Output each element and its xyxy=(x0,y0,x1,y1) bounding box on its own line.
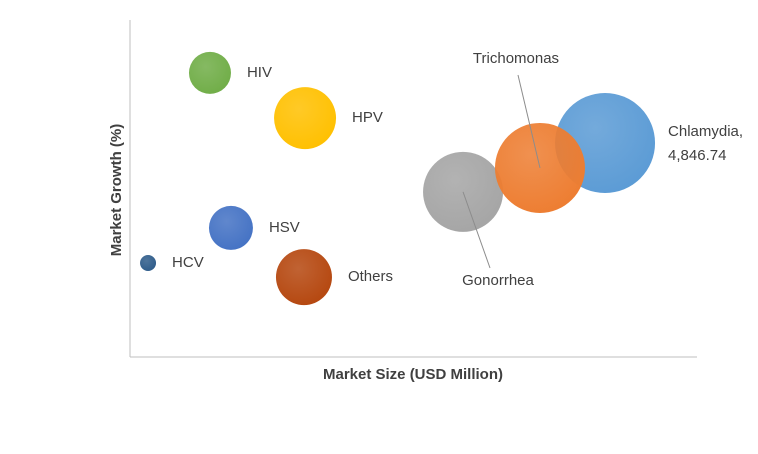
value-label: 4,846.74 xyxy=(668,147,726,164)
x-axis-title: Market Size (USD Million) xyxy=(323,366,503,383)
bubble-label: Gonorrhea xyxy=(462,272,534,289)
bubble xyxy=(274,87,337,150)
bubble-label: HIV xyxy=(247,64,272,81)
bubble-label: HCV xyxy=(172,254,204,271)
bubble xyxy=(208,205,253,250)
leader-line xyxy=(517,74,541,169)
bubble xyxy=(188,51,231,94)
bubble xyxy=(140,254,157,271)
y-axis-title: Market Growth (%) xyxy=(108,124,125,257)
bubble-label: Trichomonas xyxy=(473,50,559,67)
bubble-label: HSV xyxy=(269,219,300,236)
bubble-label: Chlamydia, xyxy=(668,123,743,140)
bubble-label: HPV xyxy=(352,109,383,126)
leader-line xyxy=(462,191,491,269)
bubble xyxy=(275,249,332,306)
bubble-label: Others xyxy=(348,268,393,285)
